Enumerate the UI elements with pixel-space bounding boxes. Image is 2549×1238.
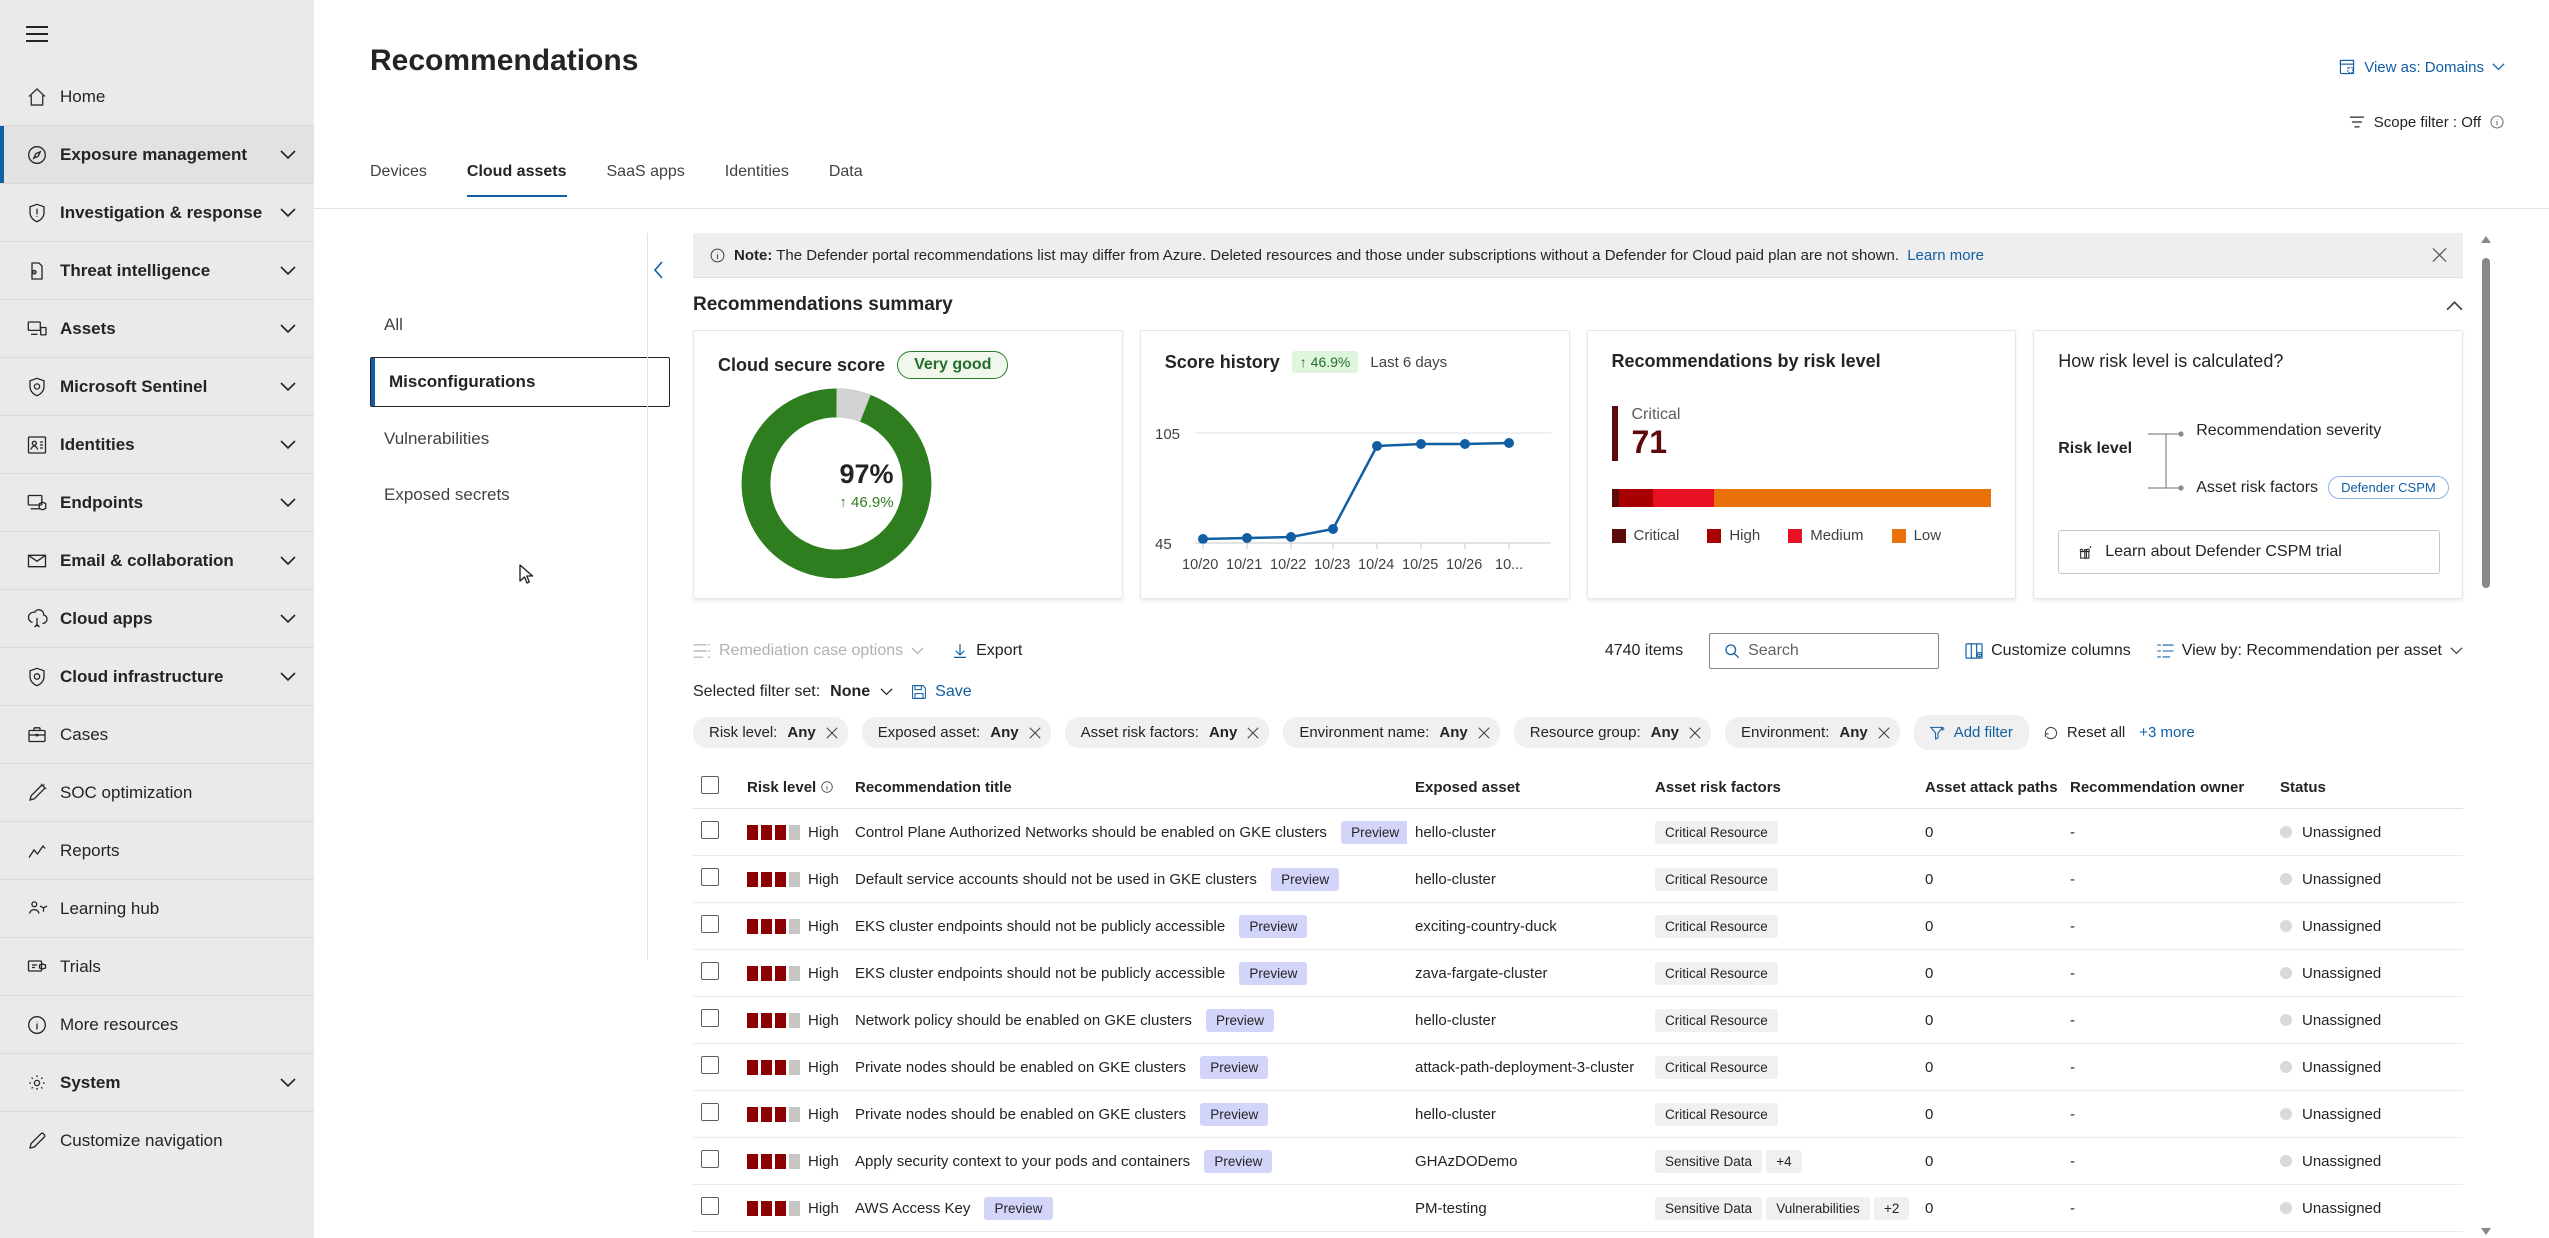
svg-text:10/22: 10/22 (1270, 557, 1306, 573)
svg-text:10...: 10... (1495, 557, 1523, 573)
svg-text:10/25: 10/25 (1402, 557, 1438, 573)
svg-text:10/23: 10/23 (1314, 557, 1350, 573)
svg-text:10/26: 10/26 (1446, 557, 1482, 573)
svg-text:10/20: 10/20 (1182, 557, 1218, 573)
svg-text:10/24: 10/24 (1358, 557, 1394, 573)
svg-text:45: 45 (1155, 536, 1172, 553)
svg-text:10/21: 10/21 (1226, 557, 1262, 573)
svg-text:105: 105 (1155, 426, 1180, 443)
